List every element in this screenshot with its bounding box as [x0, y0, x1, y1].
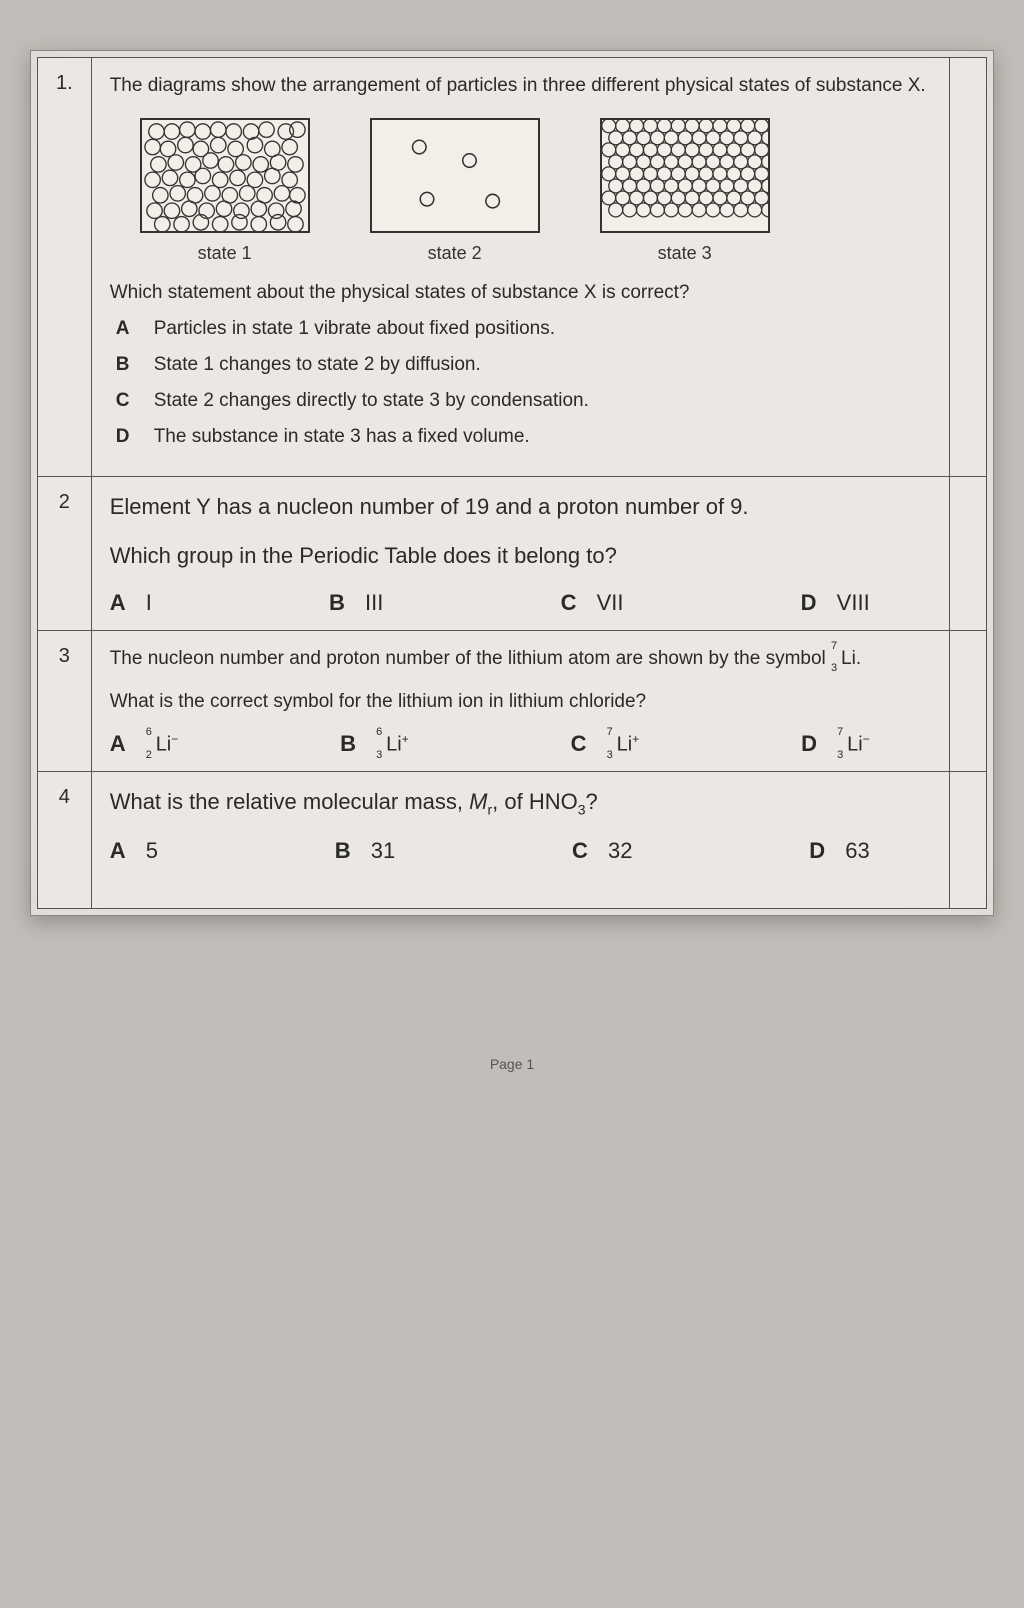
state1-label: state 1 [140, 243, 310, 264]
state3-diagram [600, 118, 770, 233]
q1-body: The diagrams show the arrangement of par… [91, 58, 949, 477]
state3-block: state 3 [600, 118, 770, 264]
q1-opt-d: DThe substance in state 3 has a fixed vo… [116, 426, 931, 448]
q3-opt-d: D 73Li− [801, 731, 870, 757]
q2-opt-b: BIII [329, 590, 383, 616]
q4-number: 4 [38, 771, 92, 908]
q4-options: A5 B31 C32 D63 [110, 838, 870, 864]
state2-block: state 2 [370, 118, 540, 264]
q4-opt-d: D63 [809, 838, 869, 864]
page-footer: Page 1 [30, 1056, 994, 1072]
q2-followup: Which group in the Periodic Table does i… [110, 540, 931, 572]
q4-opt-c: C32 [572, 838, 632, 864]
state1-block: state 1 [140, 118, 310, 264]
q2-opt-a: AI [110, 590, 152, 616]
q4-stem: What is the relative molecular mass, Mr,… [110, 786, 931, 820]
q3-followup: What is the correct symbol for the lithi… [110, 691, 931, 713]
state2-label: state 2 [370, 243, 540, 264]
q2-stem: Element Y has a nucleon number of 19 and… [110, 491, 931, 523]
q3-opt-c: C 73Li+ [571, 731, 640, 757]
q3-number: 3 [38, 631, 92, 772]
q1-stem: The diagrams show the arrangement of par… [110, 72, 931, 100]
q4-body: What is the relative molecular mass, Mr,… [91, 771, 949, 908]
q2-opt-d: DVIII [801, 590, 870, 616]
q4-opt-b: B31 [335, 838, 395, 864]
q3-body: The nucleon number and proton number of … [91, 631, 949, 772]
q2-body: Element Y has a nucleon number of 19 and… [91, 476, 949, 631]
q3-options: A 62Li− B 63Li+ C 73Li+ D 73Li− [110, 731, 870, 757]
q1-opt-b: BState 1 changes to state 2 by diffusion… [116, 354, 931, 376]
q2-opt-c: CVII [561, 590, 624, 616]
q1-followup: Which statement about the physical state… [110, 282, 931, 304]
q4-opt-a: A5 [110, 838, 158, 864]
q3-opt-a: A 62Li− [110, 731, 179, 757]
state3-label: state 3 [600, 243, 770, 264]
q1-opt-a: AParticles in state 1 vibrate about fixe… [116, 318, 931, 340]
li-symbol: 7 3 Li [831, 645, 856, 673]
q3-opt-b: B 63Li+ [340, 731, 409, 757]
q2-options: AI BIII CVII DVIII [110, 590, 870, 616]
q2-number: 2 [38, 476, 92, 631]
worksheet: 1. The diagrams show the arrangement of … [30, 50, 994, 916]
q3-stem: The nucleon number and proton number of … [110, 645, 931, 673]
state2-diagram [370, 118, 540, 233]
question-table: 1. The diagrams show the arrangement of … [37, 57, 987, 909]
state1-diagram [140, 118, 310, 233]
q1-options: AParticles in state 1 vibrate about fixe… [116, 318, 931, 448]
q1-number: 1. [38, 58, 92, 477]
q1-opt-c: CState 2 changes directly to state 3 by … [116, 390, 931, 412]
q1-diagrams: state 1 state 2 state 3 [140, 118, 931, 264]
margin-col [950, 58, 987, 477]
